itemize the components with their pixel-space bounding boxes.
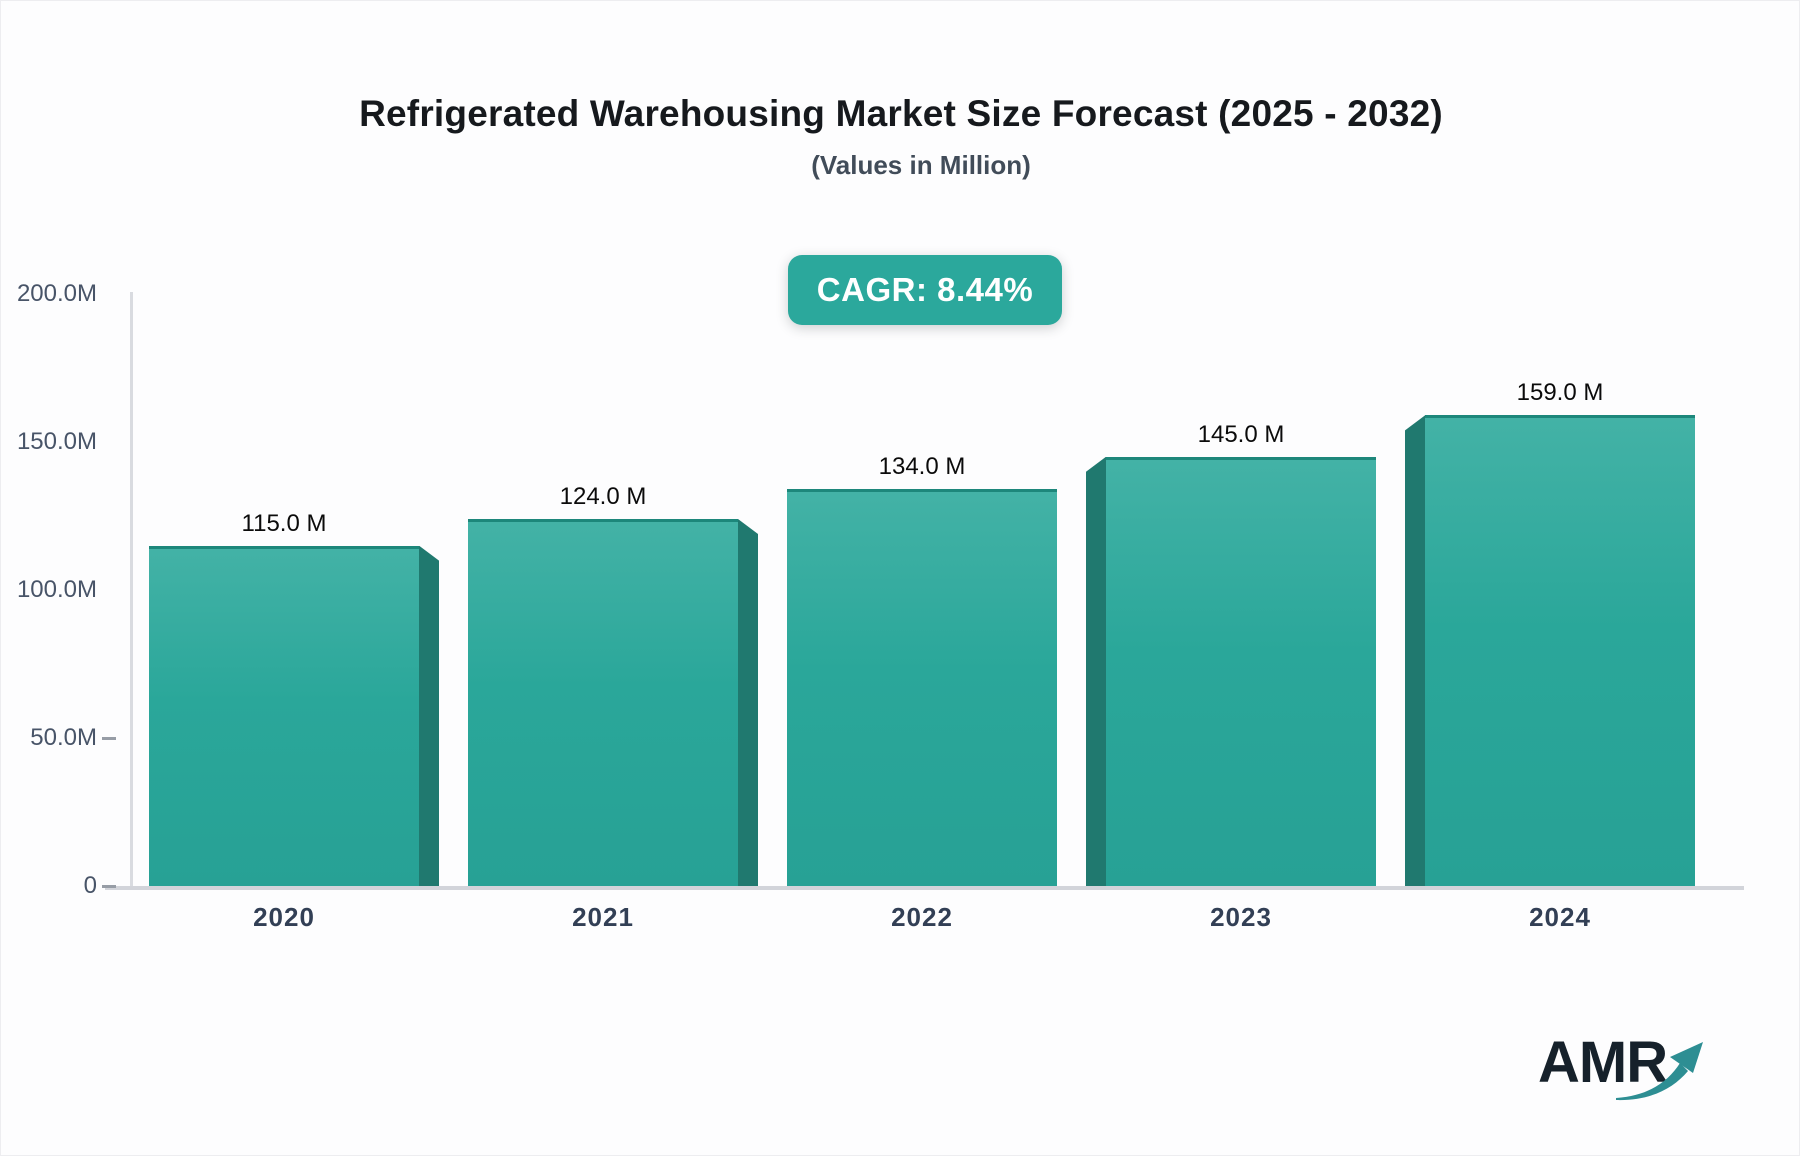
bar-2021-side [738, 518, 758, 886]
bar-2021[interactable] [468, 518, 738, 886]
y-axis-label: 150.0M [16, 428, 97, 455]
bar-2020-side [419, 545, 439, 886]
amr-logo-text: AMR [1538, 1030, 1668, 1095]
y-axis-label: 200.0M [16, 280, 97, 307]
amr-logo: AMR [1538, 1032, 1768, 1122]
y-axis-label: 0 [83, 872, 97, 899]
bar-value-label: 159.0 M [1516, 379, 1604, 407]
x-axis-label: 2023 [1210, 902, 1272, 932]
chart-title: Refrigerated Warehousing Market Size For… [359, 93, 1443, 134]
x-axis-label: 2020 [253, 902, 315, 932]
bar-value-label: 134.0 M [878, 453, 966, 481]
y-axis-label: 50.0M [30, 724, 97, 751]
cagr-badge-label: CAGR: 8.44% [816, 271, 1034, 308]
bar-2024-side [1405, 415, 1425, 886]
y-axis-tick [102, 885, 116, 888]
bar-2022[interactable] [787, 489, 1057, 886]
bar-2023[interactable] [1106, 456, 1376, 886]
bar-value-label: 124.0 M [559, 482, 647, 510]
bar-2023-side [1086, 456, 1106, 886]
bar-value-label: 115.0 M [241, 509, 327, 537]
cagr-badge: CAGR: 8.44% [788, 255, 1062, 325]
x-axis-label: 2022 [891, 902, 953, 932]
y-axis-tick [102, 737, 116, 740]
chart-subtitle: (Values in Million) [811, 150, 1031, 180]
x-axis-label: 2021 [572, 902, 634, 932]
bar-value-label: 145.0 M [1197, 420, 1285, 448]
x-axis-label: 2024 [1529, 902, 1591, 932]
amr-logo-arrow-icon [1616, 1042, 1703, 1101]
bar-2020[interactable] [149, 545, 419, 886]
bar-2024[interactable] [1425, 415, 1695, 886]
y-axis-line [130, 292, 133, 887]
x-axis-line [105, 886, 1744, 890]
y-axis-label: 100.0M [16, 576, 97, 603]
